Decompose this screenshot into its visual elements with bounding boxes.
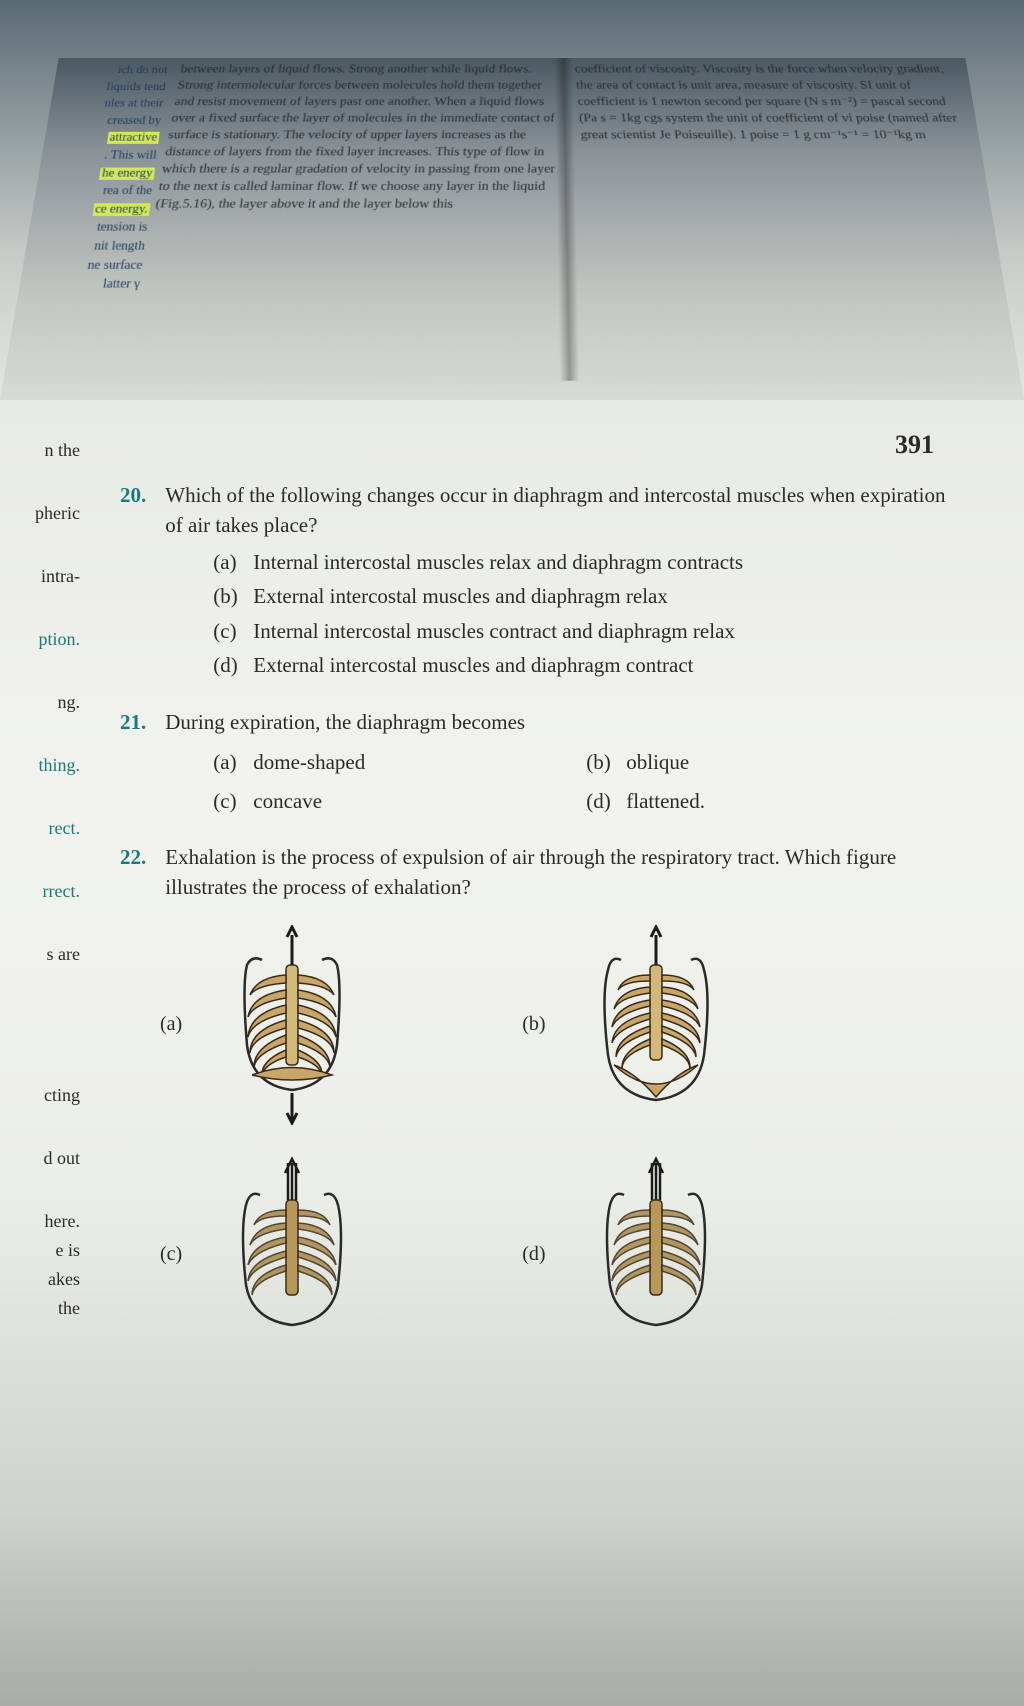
q-number: 21. [120, 707, 160, 737]
figure-a: (a) [160, 925, 382, 1125]
ribcage-icon [566, 925, 746, 1125]
top-open-book: ich do not liquids tend ules at their cr… [0, 58, 1024, 400]
figure-c: (c) [160, 1155, 382, 1355]
frag: liquids tend [57, 80, 167, 95]
left-margin-fragments: n the pheric intra- ption. ng. thing. re… [0, 440, 80, 1327]
frag: rrect. [0, 881, 80, 902]
page-number: 391 [20, 430, 934, 460]
option-d: (d)External intercostal muscles and diap… [213, 650, 959, 680]
figure-b: (b) [522, 925, 745, 1125]
top-left-margin: ich do not liquids tend ules at their cr… [17, 58, 174, 300]
frag: cting [0, 1085, 80, 1106]
frag: creased by [51, 113, 162, 129]
frag: thing. [0, 755, 80, 776]
top-right-text: coefficient of viscosity. Viscosity is t… [570, 58, 980, 148]
q-text: Exhalation is the process of expulsion o… [165, 842, 959, 903]
ribcage-icon [566, 1155, 746, 1355]
fig-label: (a) [160, 1013, 182, 1036]
q-number: 20. [120, 480, 160, 510]
option-b: (b)External intercostal muscles and diap… [213, 581, 959, 611]
q-text: During expiration, the diaphragm becomes… [165, 707, 959, 820]
fig-label: (b) [522, 1013, 545, 1036]
ribcage-icon [202, 925, 382, 1125]
frag: s are [0, 944, 80, 965]
option-c: (c)concave [213, 786, 586, 816]
frag: akes [0, 1269, 80, 1290]
figure-d: (d) [522, 1155, 745, 1355]
frag: latter γ [23, 276, 141, 293]
fig-label: (c) [160, 1243, 182, 1266]
frag: nit length [30, 238, 146, 255]
frag: pheric [0, 503, 80, 524]
question-22: 22. Exhalation is the process of expulsi… [120, 842, 964, 903]
q-number: 22. [120, 842, 160, 872]
q-text: Which of the following changes occur in … [165, 480, 959, 685]
option-d: (d)flattened. [586, 786, 959, 816]
frag: ption. [0, 629, 80, 650]
ribcage-icon [202, 1155, 382, 1355]
option-c: (c)Internal intercostal muscles contract… [213, 616, 959, 646]
options: (a)dome-shaped (b)oblique (c)concave (d)… [213, 743, 959, 820]
option-a: (a)Internal intercostal muscles relax an… [213, 547, 959, 577]
frag: ng. [0, 692, 80, 713]
frag: . This will [45, 148, 158, 164]
frag: the [0, 1298, 80, 1319]
frag: tension is [33, 220, 149, 237]
frag: ce energy. [36, 201, 151, 218]
frag: d out [0, 1148, 80, 1169]
main-page: 391 n the pheric intra- ption. ng. thing… [0, 400, 1024, 1706]
q-stem: During expiration, the diaphragm becomes [165, 710, 525, 734]
frag: rea of the [39, 183, 153, 199]
frag: intra- [0, 566, 80, 587]
frag: attractive [48, 131, 160, 147]
options: (a)Internal intercostal muscles relax an… [213, 547, 959, 681]
question-20: 20. Which of the following changes occur… [120, 480, 964, 685]
option-b: (b)oblique [586, 747, 959, 777]
top-mid-text: between layers of liquid flows. Strong a… [148, 58, 568, 218]
frag: n the [0, 440, 80, 461]
q-stem: Which of the following changes occur in … [165, 483, 945, 537]
question-21: 21. During expiration, the diaphragm bec… [120, 707, 964, 820]
frag: ich do not [60, 63, 169, 78]
frag: ne surface [26, 257, 143, 274]
fig-label: (d) [522, 1243, 545, 1266]
option-a: (a)dome-shaped [213, 747, 586, 777]
frag: rect. [0, 818, 80, 839]
frag: ules at their [54, 96, 164, 111]
frag: here. [0, 1211, 80, 1232]
frag: e is [0, 1240, 80, 1261]
figure-options: (a) [160, 925, 964, 1355]
frag: he energy [42, 166, 155, 182]
